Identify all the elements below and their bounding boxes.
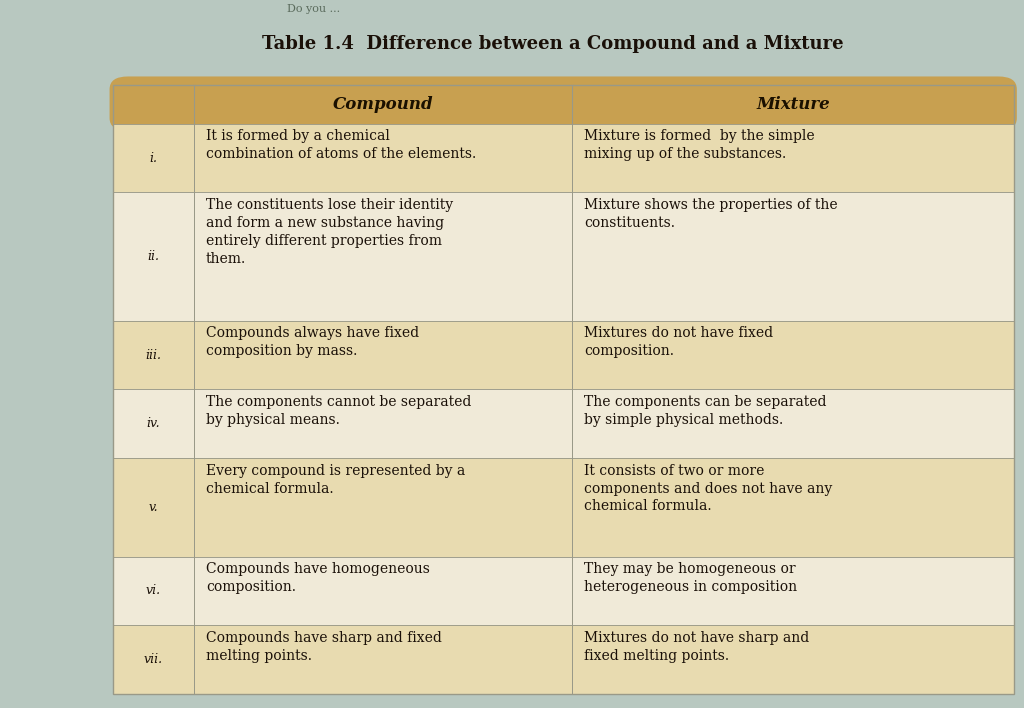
- Bar: [113, 85, 1014, 694]
- Bar: [113, 321, 194, 389]
- Text: iv.: iv.: [146, 417, 160, 430]
- Text: Mixture: Mixture: [756, 96, 829, 113]
- Bar: [113, 124, 194, 193]
- Text: Compounds always have fixed
composition by mass.: Compounds always have fixed composition …: [206, 326, 419, 358]
- Text: vi.: vi.: [145, 584, 161, 598]
- Bar: [572, 124, 1014, 193]
- Bar: [194, 625, 572, 694]
- Text: Mixtures do not have fixed
composition.: Mixtures do not have fixed composition.: [585, 326, 773, 358]
- Bar: [113, 625, 194, 694]
- Bar: [113, 458, 194, 556]
- Bar: [572, 193, 1014, 321]
- Text: vii.: vii.: [143, 653, 163, 666]
- Text: i.: i.: [150, 152, 158, 164]
- Text: It consists of two or more
components and does not have any
chemical formula.: It consists of two or more components an…: [585, 464, 833, 513]
- Bar: [572, 625, 1014, 694]
- Text: Every compound is represented by a
chemical formula.: Every compound is represented by a chemi…: [206, 464, 465, 496]
- Bar: [194, 193, 572, 321]
- Text: Do you ...: Do you ...: [287, 4, 340, 13]
- Bar: [194, 321, 572, 389]
- Text: Table 1.4  Difference between a Compound and a Mixture: Table 1.4 Difference between a Compound …: [262, 35, 844, 53]
- Bar: [194, 389, 572, 458]
- Bar: [194, 556, 572, 625]
- Bar: [572, 389, 1014, 458]
- Bar: [572, 321, 1014, 389]
- Text: It is formed by a chemical
combination of atoms of the elements.: It is formed by a chemical combination o…: [206, 130, 476, 161]
- Text: Compounds have sharp and fixed
melting points.: Compounds have sharp and fixed melting p…: [206, 631, 442, 663]
- FancyBboxPatch shape: [110, 76, 1017, 131]
- Text: Mixtures do not have sharp and
fixed melting points.: Mixtures do not have sharp and fixed mel…: [585, 631, 810, 663]
- Bar: [194, 124, 572, 193]
- Text: iii.: iii.: [145, 348, 161, 362]
- Text: The components can be separated
by simple physical methods.: The components can be separated by simpl…: [585, 395, 827, 427]
- Bar: [194, 458, 572, 556]
- Text: The components cannot be separated
by physical means.: The components cannot be separated by ph…: [206, 395, 471, 427]
- Text: Mixture is formed  by the simple
mixing up of the substances.: Mixture is formed by the simple mixing u…: [585, 130, 815, 161]
- Bar: [113, 85, 1014, 694]
- Bar: [113, 108, 1014, 124]
- Bar: [572, 458, 1014, 556]
- Bar: [113, 193, 194, 321]
- Bar: [572, 556, 1014, 625]
- Text: Mixture shows the properties of the
constituents.: Mixture shows the properties of the cons…: [585, 198, 838, 230]
- Text: Compounds have homogeneous
composition.: Compounds have homogeneous composition.: [206, 562, 430, 594]
- Bar: [113, 389, 194, 458]
- Text: v.: v.: [148, 501, 158, 514]
- Text: The constituents lose their identity
and form a new substance having
entirely di: The constituents lose their identity and…: [206, 198, 454, 266]
- Text: ii.: ii.: [147, 250, 159, 263]
- Text: They may be homogeneous or
heterogeneous in composition: They may be homogeneous or heterogeneous…: [585, 562, 798, 594]
- Bar: [113, 556, 194, 625]
- Text: Compound: Compound: [333, 96, 433, 113]
